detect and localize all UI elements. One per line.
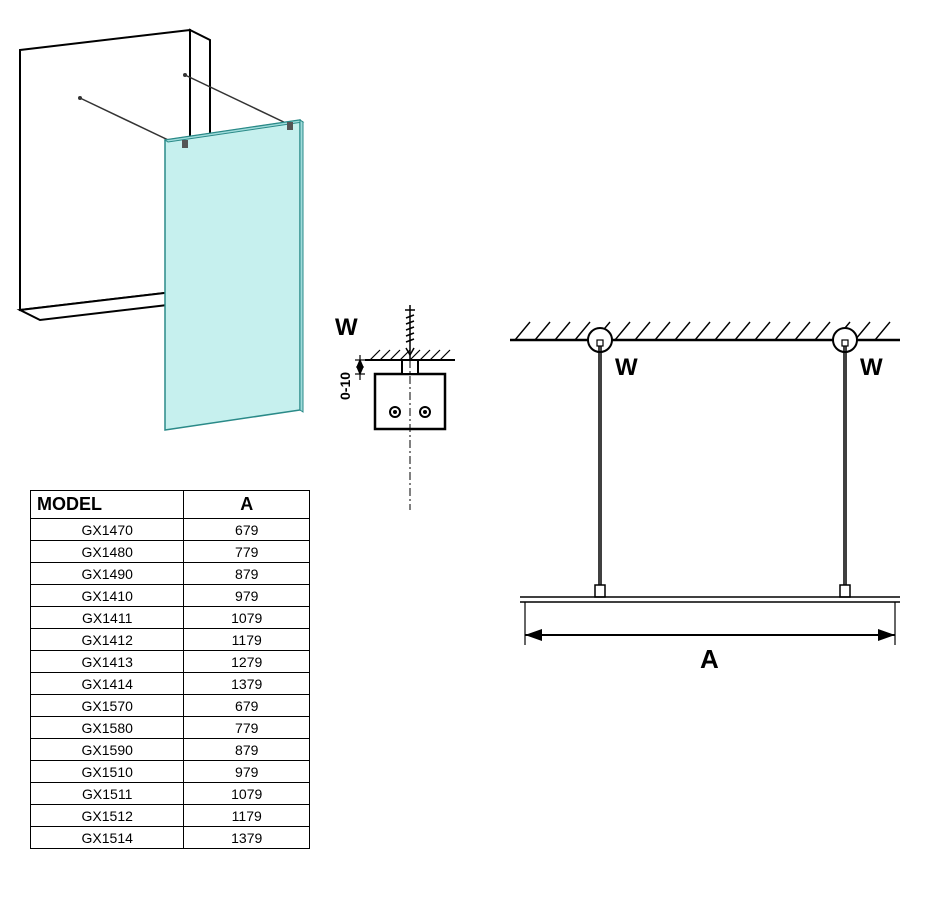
table-row: GX14141379	[31, 673, 310, 695]
value-cell: 1179	[184, 805, 310, 827]
value-cell: 1379	[184, 827, 310, 849]
table-header-a: A	[184, 491, 310, 519]
bracket-detail: W	[310, 300, 490, 520]
model-table: MODEL A GX1470679GX1480779GX1490879GX141…	[30, 490, 310, 849]
model-cell: GX1512	[31, 805, 184, 827]
value-cell: 979	[184, 585, 310, 607]
model-cell: GX1480	[31, 541, 184, 563]
model-cell: GX1590	[31, 739, 184, 761]
table-row: GX1480779	[31, 541, 310, 563]
value-cell: 779	[184, 717, 310, 739]
table-row: GX1490879	[31, 563, 310, 585]
value-cell: 679	[184, 695, 310, 717]
model-cell: GX1511	[31, 783, 184, 805]
table-row: GX1590879	[31, 739, 310, 761]
table-row: GX15111079	[31, 783, 310, 805]
value-cell: 679	[184, 519, 310, 541]
model-cell: GX1410	[31, 585, 184, 607]
value-cell: 1379	[184, 673, 310, 695]
table-row: GX1410979	[31, 585, 310, 607]
model-cell: GX1514	[31, 827, 184, 849]
table-row: GX14131279	[31, 651, 310, 673]
table-row: GX1580779	[31, 717, 310, 739]
detail-dim-label: 0-10	[337, 372, 353, 400]
model-cell: GX1414	[31, 673, 184, 695]
table-row: GX15141379	[31, 827, 310, 849]
value-cell: 779	[184, 541, 310, 563]
model-cell: GX1570	[31, 695, 184, 717]
isometric-view	[10, 20, 350, 460]
model-cell: GX1580	[31, 717, 184, 739]
model-cell: GX1510	[31, 761, 184, 783]
value-cell: 879	[184, 563, 310, 585]
table-row: GX1470679	[31, 519, 310, 541]
topview-w-left: W	[615, 354, 638, 381]
value-cell: 1179	[184, 629, 310, 651]
table-row: GX1510979	[31, 761, 310, 783]
table-row: GX15121179	[31, 805, 310, 827]
model-cell: GX1470	[31, 519, 184, 541]
detail-w-label: W	[335, 314, 358, 341]
model-cell: GX1490	[31, 563, 184, 585]
value-cell: 1079	[184, 783, 310, 805]
table-row: GX1570679	[31, 695, 310, 717]
table-header-model: MODEL	[31, 491, 184, 519]
topview-w-right: W	[860, 354, 883, 381]
model-cell: GX1412	[31, 629, 184, 651]
value-cell: 1279	[184, 651, 310, 673]
table-row: GX14111079	[31, 607, 310, 629]
table-row: GX14121179	[31, 629, 310, 651]
value-cell: 879	[184, 739, 310, 761]
model-cell: GX1413	[31, 651, 184, 673]
top-view: W W A	[500, 310, 910, 690]
topview-a-label: A	[700, 644, 719, 674]
value-cell: 1079	[184, 607, 310, 629]
value-cell: 979	[184, 761, 310, 783]
model-cell: GX1411	[31, 607, 184, 629]
